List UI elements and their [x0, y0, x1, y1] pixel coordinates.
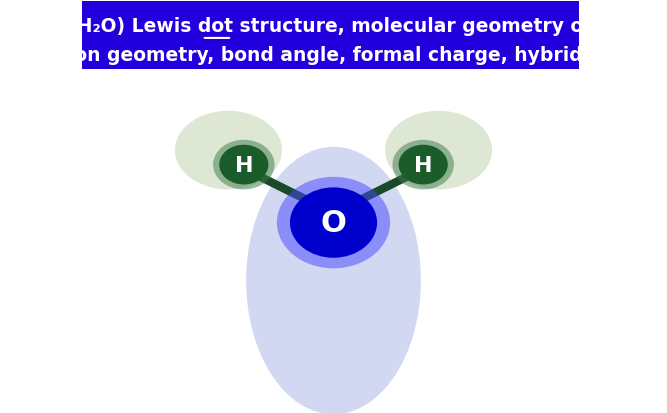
Ellipse shape — [175, 112, 282, 190]
Text: H: H — [235, 155, 253, 175]
Ellipse shape — [385, 112, 492, 190]
Text: Water (H₂O) Lewis dot structure, molecular geometry or shape,: Water (H₂O) Lewis dot structure, molecul… — [0, 17, 667, 36]
Circle shape — [399, 145, 448, 185]
Text: O: O — [321, 209, 346, 237]
Text: electron geometry, bond angle, formal charge, hybridization: electron geometry, bond angle, formal ch… — [13, 46, 654, 65]
Ellipse shape — [246, 147, 421, 413]
Circle shape — [392, 140, 454, 190]
Circle shape — [213, 140, 275, 190]
Circle shape — [277, 178, 390, 268]
FancyBboxPatch shape — [83, 2, 580, 70]
Circle shape — [290, 188, 377, 258]
Text: H: H — [414, 155, 432, 175]
Circle shape — [219, 145, 268, 185]
